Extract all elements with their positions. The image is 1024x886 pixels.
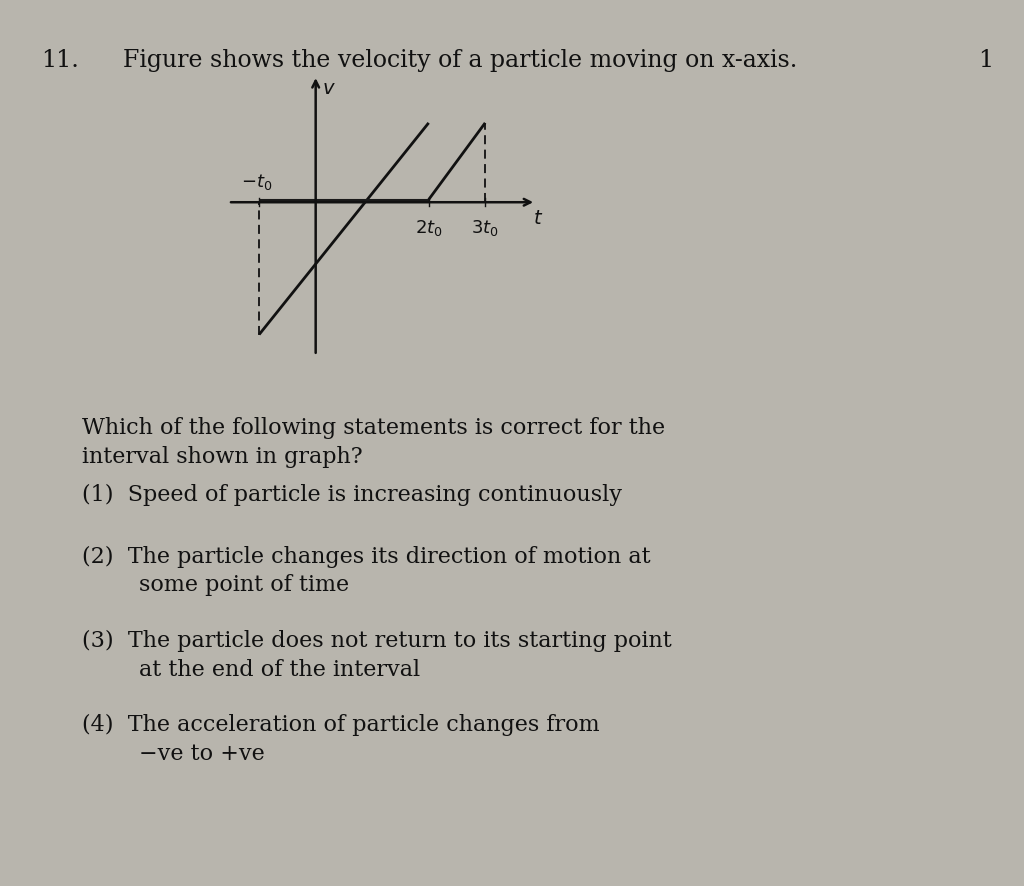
Text: (1)  Speed of particle is increasing continuously: (1) Speed of particle is increasing cont… [82, 483, 622, 505]
Text: 11.: 11. [41, 49, 79, 72]
Text: (4)  The acceleration of particle changes from
        −ve to +ve: (4) The acceleration of particle changes… [82, 713, 599, 764]
Text: Figure shows the velocity of a particle moving on x-axis.: Figure shows the velocity of a particle … [123, 49, 798, 72]
Text: $2t_0$: $2t_0$ [415, 218, 442, 237]
Text: 1: 1 [978, 49, 993, 72]
Text: (3)  The particle does not return to its starting point
        at the end of th: (3) The particle does not return to its … [82, 629, 672, 680]
Text: $-t_0$: $-t_0$ [241, 171, 272, 191]
Text: $3t_0$: $3t_0$ [471, 218, 499, 237]
Text: $t$: $t$ [534, 208, 544, 228]
Text: Which of the following statements is correct for the
interval shown in graph?: Which of the following statements is cor… [82, 416, 665, 467]
Text: (2)  The particle changes its direction of motion at
        some point of time: (2) The particle changes its direction o… [82, 545, 650, 595]
Text: $v$: $v$ [323, 79, 336, 97]
